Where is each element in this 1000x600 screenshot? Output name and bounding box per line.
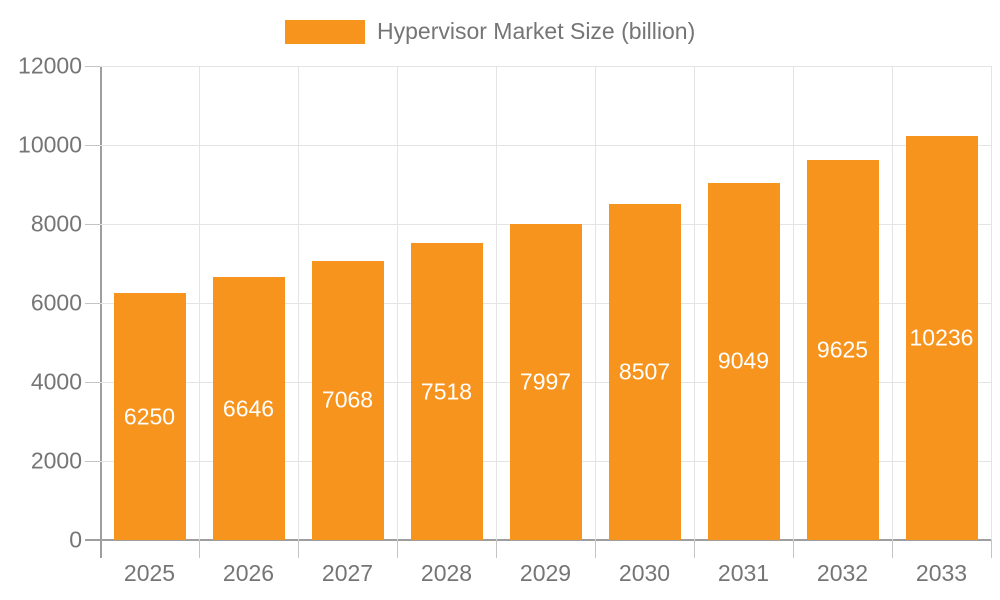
bar[interactable]: 6646 (212, 277, 285, 540)
x-axis-tick (991, 540, 992, 558)
x-axis-tick-label: 2025 (123, 560, 176, 586)
bar-value-label: 10236 (909, 324, 974, 351)
x-axis-tick-label: 2026 (222, 560, 275, 586)
bar[interactable]: 7518 (410, 243, 483, 540)
y-axis-tick (85, 461, 100, 462)
bar-value-label: 9625 (816, 336, 869, 363)
h-gridline (100, 145, 991, 146)
bar[interactable]: 8507 (608, 203, 681, 540)
y-axis-tick-label: 0 (69, 526, 82, 553)
y-axis-tick-label: 12000 (18, 52, 82, 79)
y-axis-tick-label: 4000 (30, 368, 82, 395)
y-axis-tick (85, 145, 100, 146)
v-gridline (199, 66, 200, 540)
bar-value-label: 8507 (618, 358, 671, 385)
bar-value-label: 7997 (519, 368, 572, 395)
bar-value-label: 7518 (420, 378, 473, 405)
bar[interactable]: 9625 (806, 159, 879, 540)
y-axis-tick (85, 303, 100, 304)
x-axis-tick (595, 540, 596, 558)
bar[interactable]: 9049 (707, 182, 780, 540)
bar[interactable]: 7068 (311, 260, 384, 540)
y-axis-tick-label: 8000 (30, 210, 82, 237)
x-axis-tick (892, 540, 893, 558)
h-gridline (100, 66, 991, 67)
y-axis-tick-label: 2000 (30, 447, 82, 474)
y-axis-tick-label: 6000 (30, 289, 82, 316)
x-axis-tick (199, 540, 200, 558)
v-gridline (694, 66, 695, 540)
y-axis-tick (85, 66, 100, 67)
x-axis-tick-label: 2030 (618, 560, 671, 586)
y-axis-tick-label: 10000 (18, 131, 82, 158)
v-gridline (397, 66, 398, 540)
x-axis-tick-label: 2033 (915, 560, 968, 586)
bar-value-label: 6646 (222, 395, 275, 422)
y-axis-tick (85, 224, 100, 225)
chart-legend[interactable]: Hypervisor Market Size (billion) (285, 18, 695, 45)
v-gridline (892, 66, 893, 540)
x-axis-tick-label: 2031 (717, 560, 770, 586)
x-axis-tick (298, 540, 299, 558)
x-axis-line (85, 539, 991, 541)
legend-swatch-icon (285, 19, 365, 44)
v-gridline (298, 66, 299, 540)
x-axis-tick (793, 540, 794, 558)
bar-value-label: 7068 (321, 386, 374, 413)
x-axis-tick-label: 2028 (420, 560, 473, 586)
y-axis-tick (85, 382, 100, 383)
v-gridline (991, 66, 992, 540)
bar-value-label: 9049 (717, 347, 770, 374)
bar[interactable]: 10236 (905, 135, 978, 540)
bar[interactable]: 7997 (509, 224, 582, 540)
x-axis-tick-label: 2027 (321, 560, 374, 586)
plot-area: 0 2000 4000 6000 8000 10000 12000 6250 2025 6646 2… (18, 54, 992, 585)
x-axis-tick (397, 540, 398, 558)
v-gridline (496, 66, 497, 540)
legend-label: Hypervisor Market Size (billion) (377, 18, 696, 44)
bar[interactable]: 6250 (113, 293, 186, 540)
v-gridline (793, 66, 794, 540)
v-gridline (595, 66, 596, 540)
x-axis-tick-label: 2032 (816, 560, 869, 586)
bar-value-label: 6250 (123, 403, 176, 430)
x-axis-tick (694, 540, 695, 558)
x-axis-tick-label: 2029 (519, 560, 572, 586)
y-axis-line (100, 66, 102, 558)
x-axis-tick (496, 540, 497, 558)
